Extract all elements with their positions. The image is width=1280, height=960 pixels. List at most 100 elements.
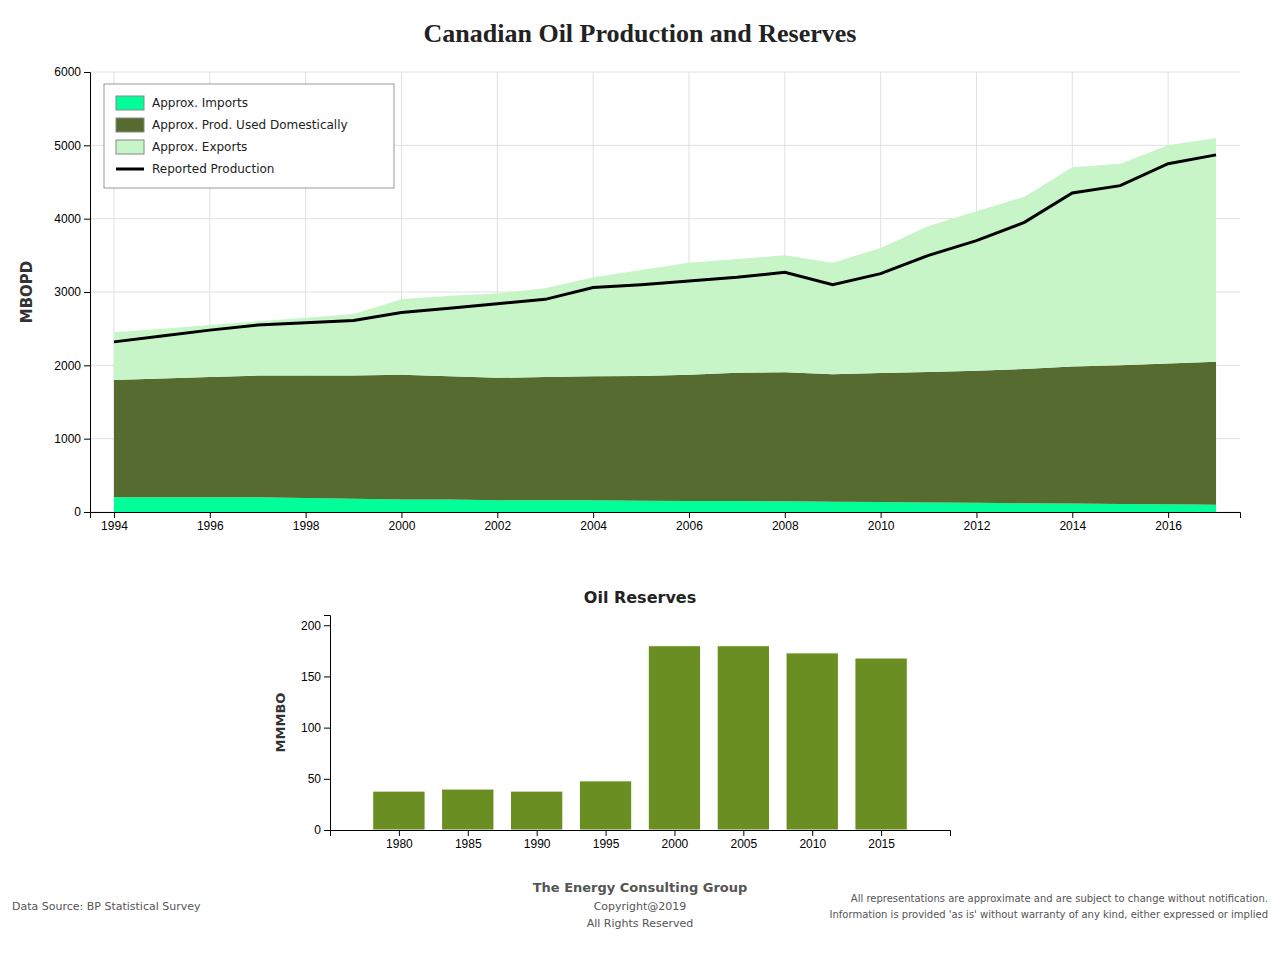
x-axis-line: [331, 831, 951, 837]
legend-item: Approx. Exports: [116, 140, 247, 154]
x-tick: 2010: [868, 512, 895, 533]
x-tick-label: 2016: [1155, 519, 1182, 533]
y-axis-title: MBOPD: [18, 261, 36, 324]
x-tick: 1994: [101, 512, 128, 533]
legend-label: Approx. Exports: [152, 140, 247, 154]
x-tick-label: 2015: [868, 837, 895, 851]
y-tick-mark: [84, 292, 90, 293]
x-axis: 19801985199019952000200520102015: [331, 830, 951, 851]
bar: [855, 658, 907, 830]
grid: [90, 72, 1240, 512]
bar: [510, 791, 562, 830]
x-tick: 2016: [1155, 512, 1182, 533]
x-tick-label: 2002: [484, 519, 511, 533]
area: [114, 362, 1216, 505]
chart-0: 1994199619982000200220042006200820102012…: [18, 65, 1241, 532]
annotation: Data Source: BP Statistical Survey: [12, 900, 201, 913]
y-tick-label: 6000: [54, 65, 81, 79]
x-axis: 1994199619982000200220042006200820102012…: [91, 512, 1241, 533]
y-tick-mark: [324, 830, 330, 831]
y-tick: 1000: [54, 432, 90, 446]
x-tick: 1980: [386, 830, 413, 851]
y-tick-label: 200: [301, 619, 321, 633]
x-tick-mark: [306, 512, 307, 518]
legend-item: Reported Production: [116, 162, 274, 176]
y-tick: 100: [301, 721, 330, 735]
y-axis: 0 50 100 150 200: [301, 616, 331, 838]
x-tick-mark: [210, 512, 211, 518]
x-tick: 2014: [1059, 512, 1086, 533]
x-tick: 2006: [676, 512, 703, 533]
legend: Approx. Imports Approx. Prod. Used Domest…: [104, 84, 394, 188]
x-tick-label: 1995: [593, 837, 620, 851]
x-tick-label: 1996: [197, 519, 224, 533]
y-axis: 0 1000 2000 3000 4000 5000 6000: [54, 65, 90, 519]
x-tick: 2002: [484, 512, 511, 533]
y-tick-label: 0: [74, 505, 81, 519]
x-tick: 2015: [868, 830, 895, 851]
chart-title: Oil Reserves: [584, 588, 696, 607]
y-tick: 4000: [54, 212, 90, 226]
y-tick-label: 50: [308, 772, 322, 786]
x-tick: 2000: [389, 512, 416, 533]
x-tick: 2010: [799, 830, 826, 851]
x-tick-mark: [497, 512, 498, 518]
y-tick-label: 0: [314, 823, 321, 837]
bar: [786, 653, 838, 830]
x-tick-mark: [537, 830, 538, 836]
legend-swatch: [116, 96, 144, 110]
y-axis-title: MMMBO: [273, 693, 288, 753]
x-tick: 2004: [580, 512, 607, 533]
chart-title: Canadian Oil Production and Reserves: [424, 19, 857, 48]
x-tick-mark: [114, 512, 115, 518]
y-tick: 5000: [54, 139, 90, 153]
x-tick-label: 2005: [730, 837, 757, 851]
y-tick-mark: [84, 512, 90, 513]
x-tick-label: 2010: [868, 519, 895, 533]
y-tick-label: 5000: [54, 139, 81, 153]
x-tick-mark: [881, 830, 882, 836]
bar: [373, 791, 425, 830]
x-tick-label: 2000: [662, 837, 689, 851]
y-grid-line: [90, 72, 1240, 73]
marks: [114, 138, 1216, 512]
annotation: The Energy Consulting Group: [533, 880, 748, 895]
marks: [373, 646, 908, 830]
y-tick: 3000: [54, 285, 90, 299]
x-tick-label: 1980: [386, 837, 413, 851]
x-tick-label: 2012: [964, 519, 991, 533]
y-tick-label: 2000: [54, 359, 81, 373]
x-tick: 1985: [455, 830, 482, 851]
legend-item: Approx. Imports: [116, 96, 248, 110]
x-tick: 1996: [197, 512, 224, 533]
y-axis-line: [324, 616, 331, 831]
y-tick-mark: [84, 365, 90, 366]
x-tick: 1995: [593, 830, 620, 851]
bar: [648, 646, 700, 830]
chart-1: 1980198519901995200020052010201505010015…: [273, 588, 951, 851]
x-tick-mark: [593, 512, 594, 518]
y-tick-label: 100: [301, 721, 321, 735]
legend-swatch: [116, 118, 144, 132]
x-tick-mark: [674, 830, 675, 836]
bar: [717, 646, 769, 830]
y-tick-mark: [84, 439, 90, 440]
x-axis-line: [91, 513, 1241, 519]
x-tick-mark: [976, 512, 977, 518]
y-tick-label: 150: [301, 670, 321, 684]
x-tick-label: 1994: [101, 519, 128, 533]
annotation: All representations are approximate and …: [851, 893, 1268, 904]
x-tick: 2012: [964, 512, 991, 533]
x-tick: 2005: [730, 830, 757, 851]
legend-label: Approx. Prod. Used Domestically: [152, 118, 348, 132]
y-axis-line: [84, 73, 91, 513]
y-tick-label: 3000: [54, 285, 81, 299]
y-tick-mark: [84, 72, 90, 73]
x-tick: 2000: [662, 830, 689, 851]
y-tick: 200: [301, 619, 330, 633]
y-tick-mark: [84, 219, 90, 220]
legend-box: [104, 84, 394, 188]
legend-swatch: [116, 140, 144, 154]
y-tick-mark: [324, 779, 330, 780]
y-tick-mark: [84, 145, 90, 146]
